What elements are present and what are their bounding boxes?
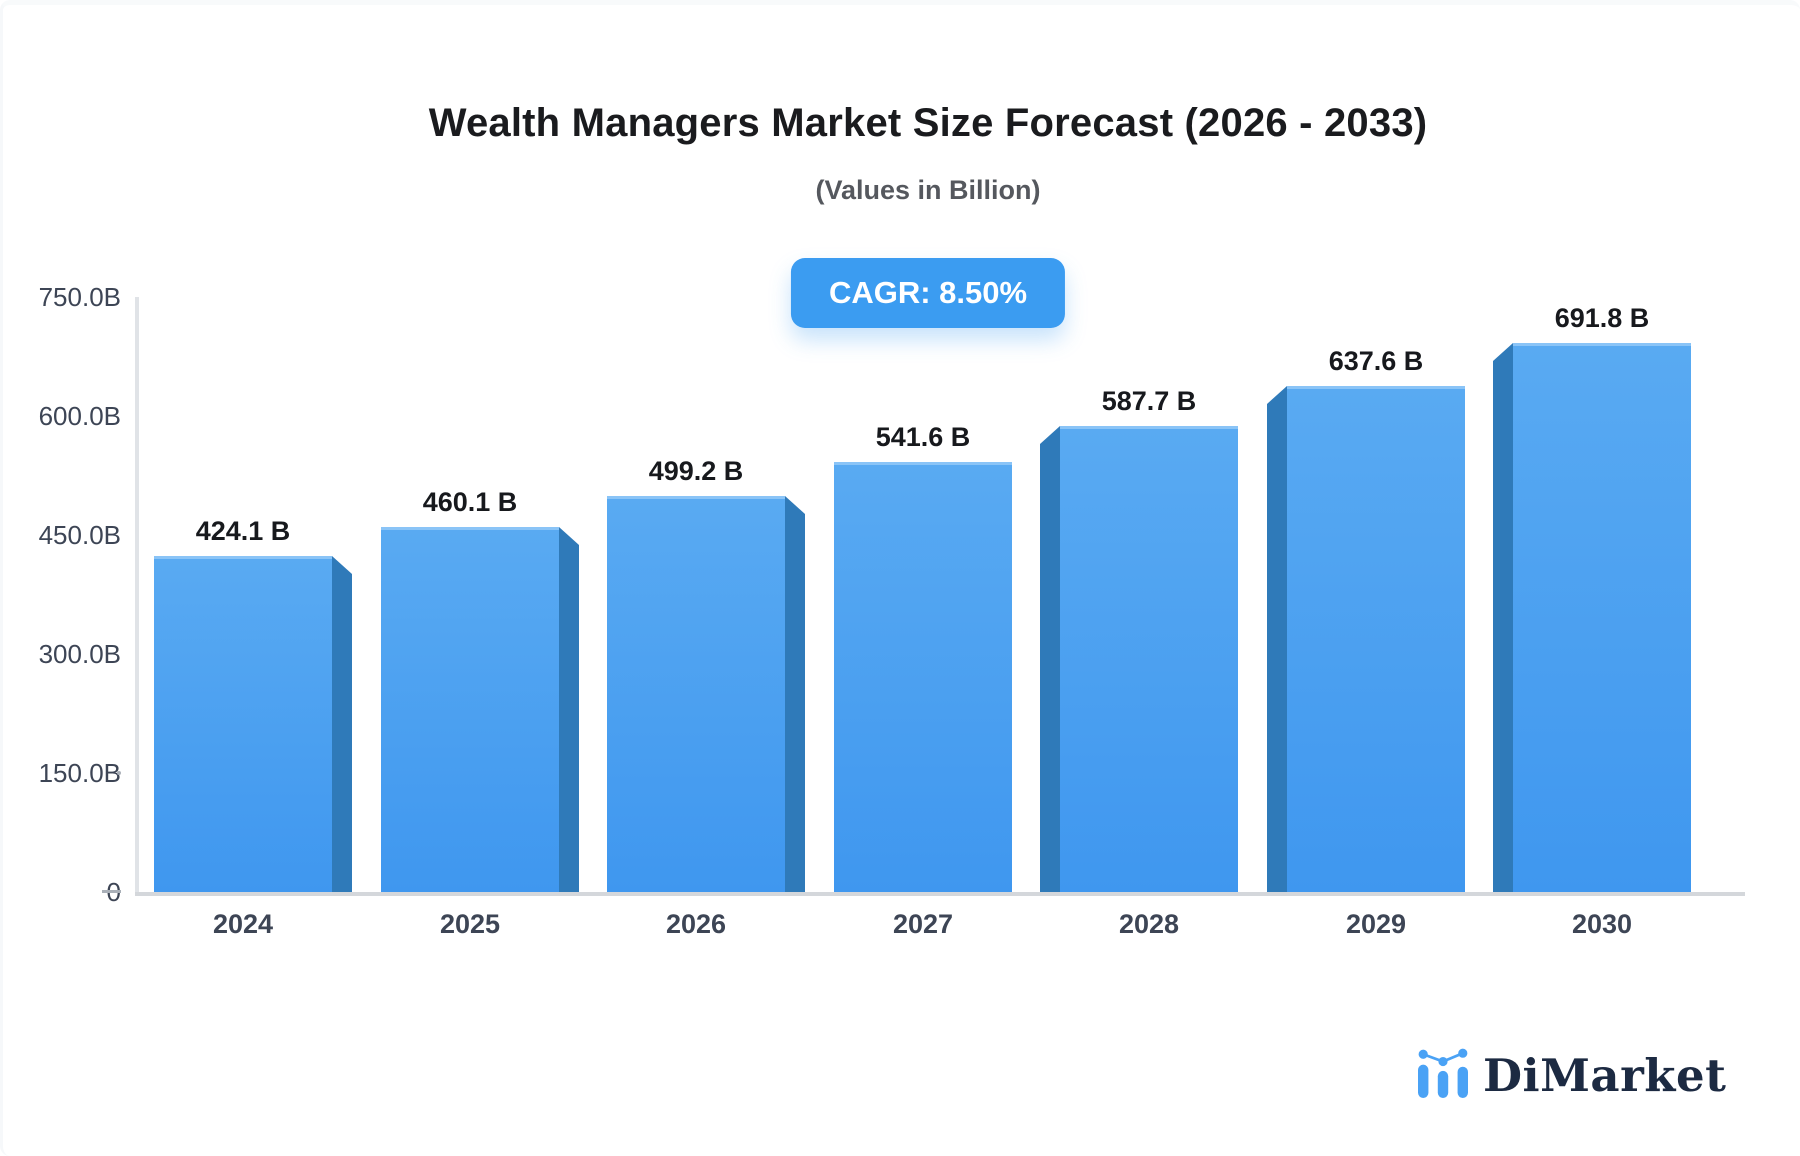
y-axis-label-450: 450.0B [38,520,121,550]
y-axis-label-150: 150.0B [38,758,121,788]
bar-2026 [607,496,785,892]
bar-2024 [154,556,332,892]
brand-logo: DiMarket [1418,1048,1726,1098]
chart-title: Wealth Managers Market Size Forecast (20… [428,101,1428,145]
bar-2028 [1060,426,1238,892]
bar-side-face-2028 [1040,426,1060,892]
chart-subtitle: (Values in Billion) [815,175,1041,205]
x-axis-label-2024: 2024 [212,909,274,939]
cagr-badge: CAGR: 8.50% [790,258,1066,328]
bar-chart-logo-icon [1418,1048,1468,1098]
bar-side-face-2024 [332,556,352,892]
y-axis-minor-tick [117,771,121,775]
bar-value-label-2028: 587.7 B [1101,386,1197,416]
y-axis-label-600: 600.0B [38,401,121,431]
y-axis-line [135,297,139,896]
bar-value-label-2025: 460.1 B [422,487,518,517]
bar-2025 [381,527,559,892]
y-axis-label-750: 750.0B [38,282,121,312]
bar-value-label-2029: 637.6 B [1328,346,1424,376]
bar-value-label-2026: 499.2 B [648,456,744,486]
brand-logo-text: DiMarket [1483,1049,1727,1102]
y-axis-label-300: 300.0B [38,639,121,669]
x-axis-zero-tick [102,890,121,893]
bar-value-label-2030: 691.8 B [1554,303,1650,333]
bar-side-face-2029 [1267,386,1287,892]
bar-2030 [1513,343,1691,892]
x-axis-label-2029: 2029 [1345,909,1407,939]
bar-side-face-2025 [559,527,579,892]
x-axis-label-2025: 2025 [439,909,501,939]
bar-2027 [834,462,1012,892]
bar-side-face-2030 [1493,343,1513,892]
x-axis-label-2028: 2028 [1118,909,1180,939]
x-axis-label-2027: 2027 [892,909,954,939]
bar-2029 [1287,386,1465,892]
x-axis-line [135,892,1745,896]
bar-value-label-2024: 424.1 B [195,516,291,546]
bar-value-label-2027: 541.6 B [875,422,971,452]
x-axis-label-2026: 2026 [665,909,727,939]
bar-side-face-2026 [785,496,805,892]
x-axis-label-2030: 2030 [1571,909,1633,939]
